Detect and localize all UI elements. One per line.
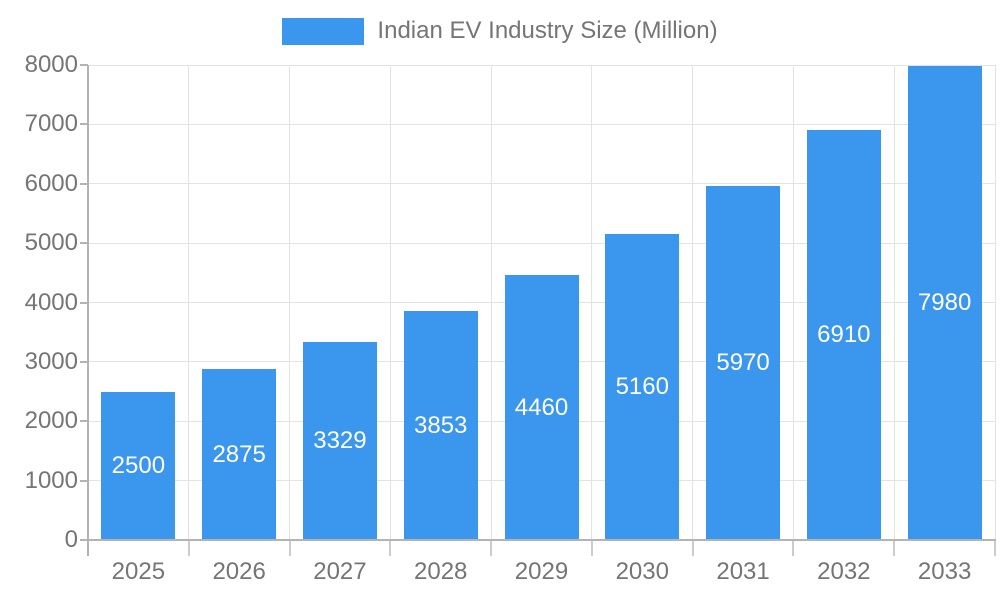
y-axis-label: 8000 — [24, 51, 78, 78]
gridline-vertical — [289, 65, 291, 540]
y-axis-label: 5000 — [24, 229, 78, 257]
gridline-vertical — [792, 65, 794, 540]
y-axis-tick — [80, 301, 88, 304]
bar-value-label: 7980 — [917, 289, 972, 317]
legend-swatch — [282, 17, 365, 45]
y-axis-tick — [80, 479, 88, 482]
x-axis-label: 2026 — [212, 558, 266, 585]
x-axis-tick — [288, 540, 291, 556]
y-axis-tick — [80, 64, 88, 66]
x-axis-label: 2030 — [615, 558, 669, 585]
gridline-horizontal — [88, 123, 995, 125]
y-axis-label: 0 — [64, 526, 78, 553]
y-axis-tick — [80, 420, 88, 423]
gridline-vertical — [994, 65, 996, 540]
x-axis-tick — [893, 540, 896, 556]
bar-value-label: 4460 — [514, 393, 569, 421]
y-axis-line — [87, 65, 89, 556]
x-axis-tick — [389, 540, 392, 556]
bar-value-label: 5160 — [615, 372, 669, 400]
gridline-vertical — [591, 65, 593, 540]
bar-value-label: 3329 — [313, 427, 367, 455]
gridline-horizontal — [88, 183, 995, 185]
y-axis-label: 7000 — [24, 110, 78, 138]
y-axis-label: 1000 — [24, 466, 78, 494]
y-axis-tick — [80, 182, 88, 185]
bar[interactable] — [504, 275, 579, 540]
y-axis-label: 6000 — [24, 169, 78, 197]
legend-label: Indian EV Industry Size (Million) — [377, 17, 718, 44]
x-axis-tick — [187, 540, 190, 556]
gridline-horizontal — [88, 242, 995, 244]
gridline-vertical — [893, 65, 895, 540]
x-axis-tick — [994, 540, 996, 556]
bar[interactable] — [907, 66, 982, 540]
bar[interactable] — [302, 342, 377, 540]
bar[interactable] — [101, 391, 176, 540]
gridline-vertical — [490, 65, 492, 540]
y-axis-label: 3000 — [24, 347, 78, 375]
bar[interactable] — [403, 311, 478, 540]
y-axis-tick — [80, 360, 88, 363]
y-axis-label: 4000 — [24, 288, 78, 316]
bar-value-label: 5970 — [716, 348, 770, 376]
x-axis-line — [87, 539, 996, 541]
y-axis-tick — [80, 242, 88, 245]
gridline-vertical — [188, 65, 190, 540]
bar-value-label: 2500 — [111, 451, 166, 479]
bar[interactable] — [605, 233, 680, 540]
x-axis-label: 2029 — [514, 558, 569, 585]
x-axis-label: 2028 — [414, 558, 468, 585]
gridline-vertical — [389, 65, 391, 540]
gridline-horizontal — [88, 64, 995, 66]
legend[interactable]: Indian EV Industry Size (Million) — [0, 14, 1000, 48]
bar-value-label: 6910 — [817, 320, 871, 348]
x-axis-label: 2025 — [111, 558, 166, 585]
y-axis-label: 2000 — [24, 407, 78, 435]
gridline-vertical — [692, 65, 694, 540]
x-axis-tick — [490, 540, 493, 556]
bar[interactable] — [806, 129, 881, 540]
bar[interactable] — [202, 369, 277, 540]
x-axis-tick — [691, 540, 694, 556]
x-axis-label: 2032 — [817, 558, 871, 585]
y-axis-tick — [80, 539, 88, 541]
bar-value-label: 2875 — [212, 440, 266, 468]
x-axis-tick — [792, 540, 795, 556]
x-axis-label: 2031 — [716, 558, 770, 585]
x-axis-tick — [590, 540, 593, 556]
x-axis-label: 2027 — [313, 558, 367, 585]
y-axis-tick — [80, 123, 88, 126]
bar[interactable] — [706, 185, 781, 540]
bar-value-label: 3853 — [414, 411, 468, 439]
x-axis-label: 2033 — [917, 558, 972, 585]
